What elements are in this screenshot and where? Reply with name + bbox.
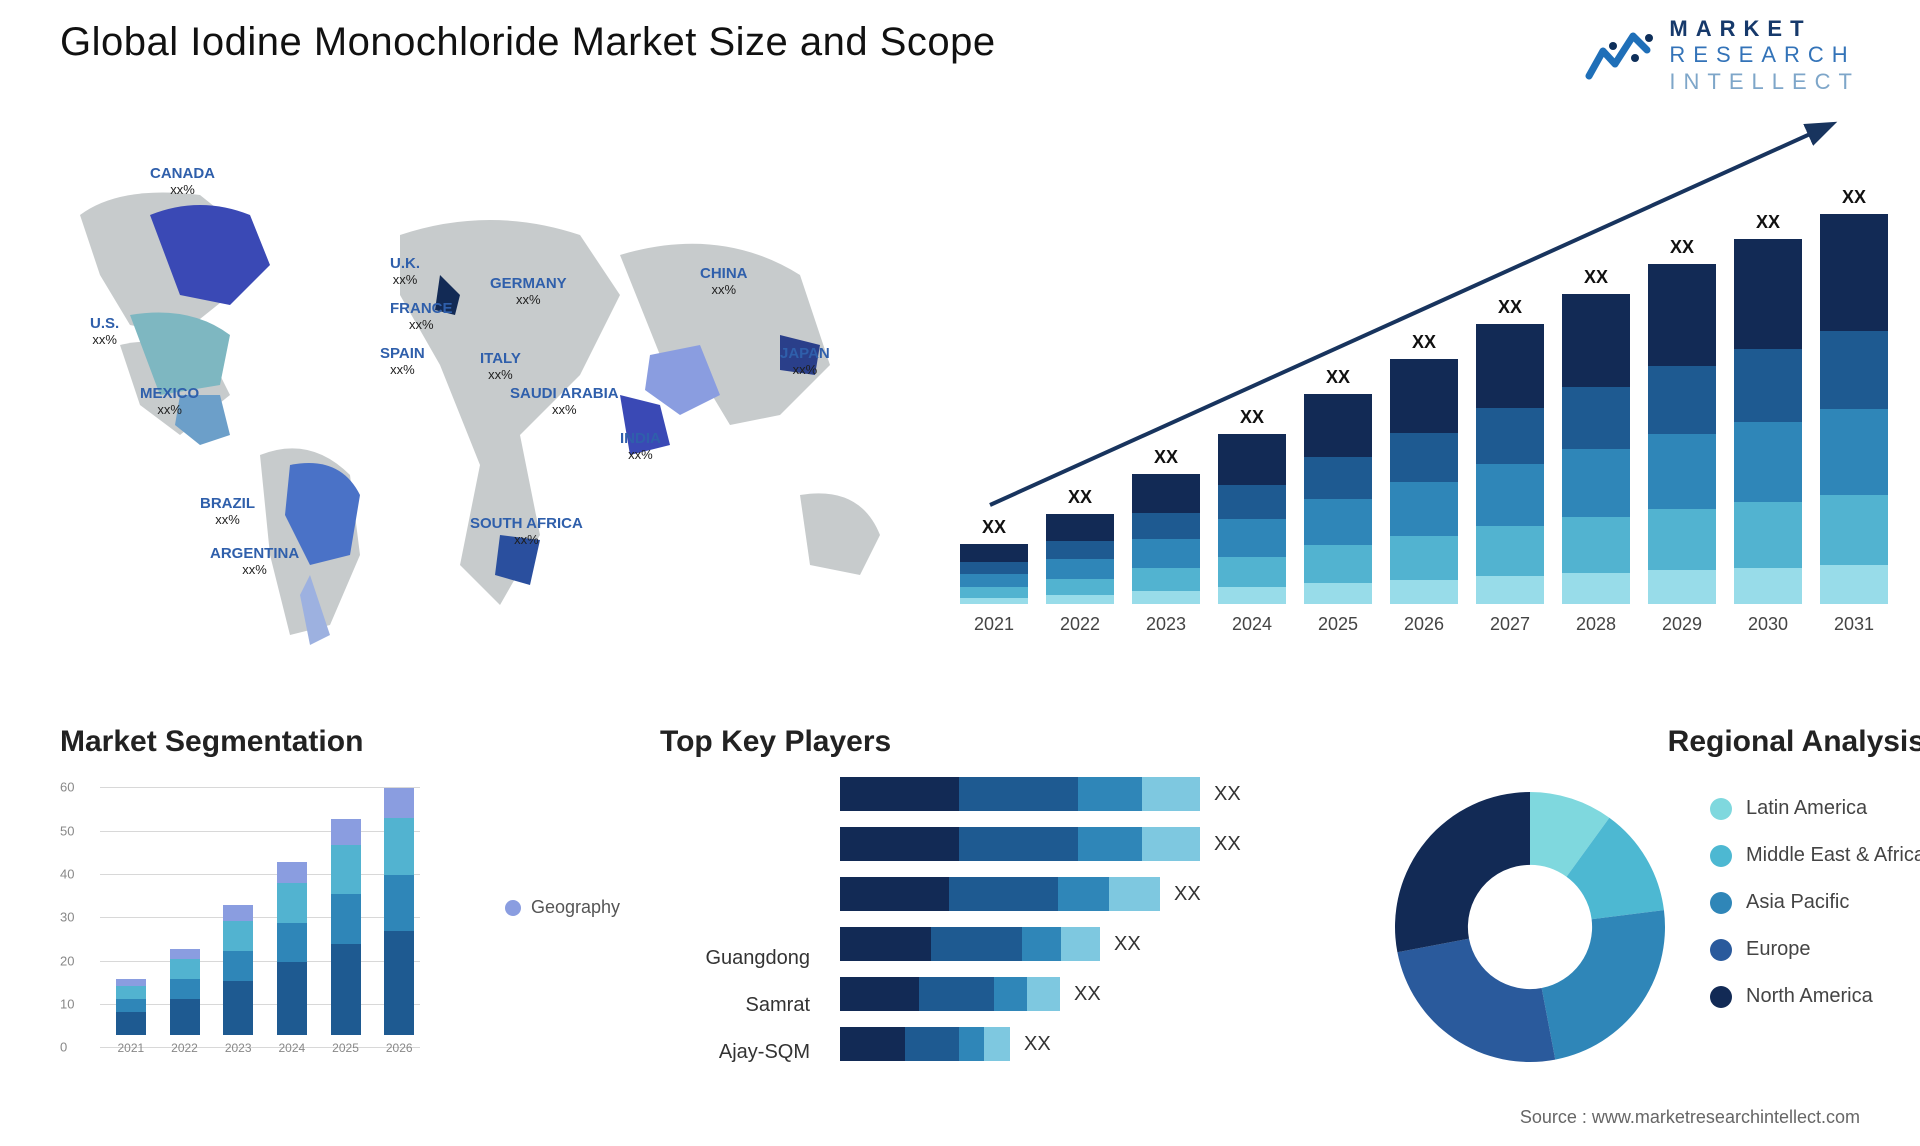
key-player-bar: XX: [840, 827, 1340, 861]
key-player-bar: XX: [840, 1027, 1340, 1061]
forecast-bar: XX2031: [1820, 187, 1888, 635]
segmentation-bar: 2022: [164, 949, 206, 1056]
donut-slice: [1397, 939, 1555, 1062]
country-label: U.S.xx%: [90, 315, 119, 347]
forecast-bar: XX2021: [960, 517, 1028, 635]
logo-line-1: MARKET: [1669, 16, 1860, 42]
segmentation-bar: 2021: [110, 979, 152, 1055]
key-player-bar: XX: [840, 777, 1340, 811]
source-attribution: Source : www.marketresearchintellect.com: [1520, 1107, 1860, 1128]
region-legend-item: North America: [1710, 985, 1920, 1008]
forecast-bar: XX2023: [1132, 447, 1200, 635]
country-label: CANADAxx%: [150, 165, 215, 197]
country-label: INDIAxx%: [620, 430, 661, 462]
logo-line-2: RESEARCH: [1669, 42, 1860, 68]
region-legend-item: Middle East & Africa: [1710, 844, 1920, 867]
forecast-bar: XX2029: [1648, 237, 1716, 635]
forecast-bar: XX2025: [1304, 367, 1372, 635]
country-label: SPAINxx%: [380, 345, 425, 377]
country-label: ITALYxx%: [480, 350, 521, 382]
region-legend-item: Europe: [1710, 938, 1920, 961]
segmentation-bar: 2024: [271, 862, 313, 1055]
regional-legend: Latin America Middle East & Africa Asia Pa…: [1710, 777, 1920, 1077]
legend-swatch-icon: [1710, 845, 1732, 867]
donut-slice: [1542, 910, 1665, 1060]
country-label: MEXICOxx%: [140, 385, 199, 417]
forecast-bar: XX2027: [1476, 297, 1544, 635]
country-label: BRAZILxx%: [200, 495, 255, 527]
legend-swatch-icon: [1710, 892, 1732, 914]
segmentation-bar: 2026: [378, 788, 420, 1055]
legend-swatch-icon: [1710, 939, 1732, 961]
forecast-bar: XX2030: [1734, 212, 1802, 635]
forecast-bar: XX2026: [1390, 332, 1458, 635]
page-title: Global Iodine Monochloride Market Size a…: [60, 20, 996, 65]
regional-donut-chart: [1380, 777, 1680, 1077]
region-legend-item: Latin America: [1710, 797, 1920, 820]
forecast-bar-chart: XX2021 XX2022 XX2023 XX2024 XX2025 XX2026 XX20…: [960, 135, 1888, 695]
forecast-bar: XX2024: [1218, 407, 1286, 635]
legend-swatch-icon: [1710, 798, 1732, 820]
logo-line-3: INTELLECT: [1669, 69, 1860, 95]
key-players-title: Top Key Players: [660, 725, 1340, 759]
legend-label: Geography: [531, 897, 620, 918]
legend-dot-icon: [505, 900, 521, 916]
brand-logo: MARKET RESEARCH INTELLECT: [1585, 16, 1860, 95]
forecast-bar: XX2028: [1562, 267, 1630, 635]
country-label: SOUTH AFRICAxx%: [470, 515, 583, 547]
segmentation-chart: 0102030405060 202120222023202420252026 G…: [60, 777, 620, 1077]
world-map-panel: CANADAxx% U.S.xx% MEXICOxx% BRAZILxx% ARGENT…: [60, 135, 920, 695]
key-player-bar: XX: [840, 877, 1340, 911]
country-label: U.K.xx%: [390, 255, 420, 287]
region-legend-item: Asia Pacific: [1710, 891, 1920, 914]
country-label: SAUDI ARABIAxx%: [510, 385, 619, 417]
key-player-name: Guangdong: [705, 947, 810, 970]
key-players-chart: Guangdong Samrat Ajay-SQM XX XX XX XX XX XX: [660, 777, 1340, 1064]
key-player-name: Samrat: [746, 994, 810, 1017]
country-label: GERMANYxx%: [490, 275, 567, 307]
key-player-bar: XX: [840, 927, 1340, 961]
segmentation-legend: Geography: [505, 897, 620, 918]
country-label: ARGENTINAxx%: [210, 545, 299, 577]
segmentation-title: Market Segmentation: [60, 725, 620, 759]
logo-mark-icon: [1585, 26, 1655, 86]
regional-title: Regional Analysis: [1380, 725, 1920, 759]
country-label: JAPANxx%: [780, 345, 830, 377]
country-label: CHINAxx%: [700, 265, 748, 297]
key-player-name: Ajay-SQM: [719, 1041, 810, 1064]
key-player-bar: XX: [840, 977, 1340, 1011]
forecast-bar: XX2022: [1046, 487, 1114, 635]
donut-slice: [1395, 792, 1530, 952]
legend-swatch-icon: [1710, 986, 1732, 1008]
segmentation-bar: 2025: [325, 819, 367, 1056]
segmentation-bar: 2023: [217, 905, 259, 1055]
country-label: FRANCExx%: [390, 300, 453, 332]
